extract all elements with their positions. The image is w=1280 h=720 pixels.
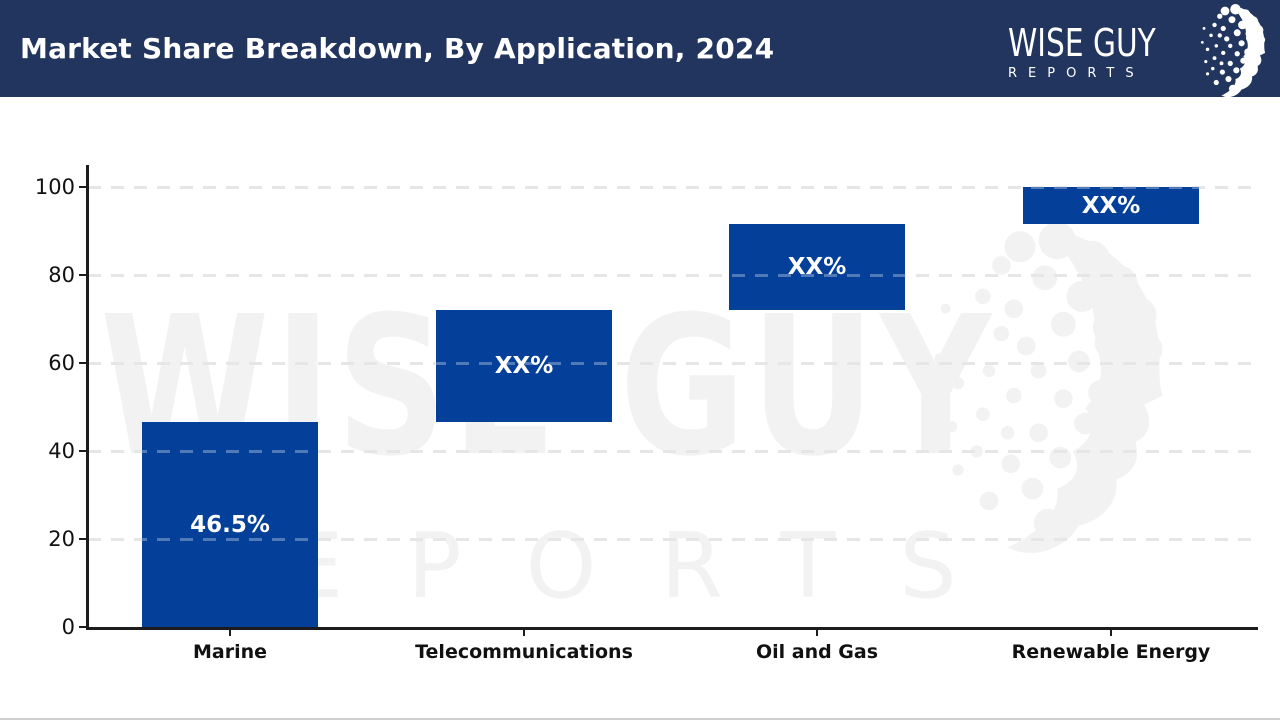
header: Market Share Breakdown, By Application, … [0,0,1280,100]
logo-subtitle: REPORTS [1008,65,1145,81]
bar-marine: 46.5% [142,422,318,627]
y-tick-mark [79,274,88,276]
y-tick-mark [79,186,88,188]
wise-guy-head-icon [1200,4,1266,98]
x-axis-line [86,627,1258,630]
x-tick-mark [816,629,818,636]
bar-telecommunications: XX% [436,310,612,423]
bar-oil-and-gas: XX% [729,224,905,311]
gridline-60 [88,362,1258,365]
x-tick-mark [1110,629,1112,636]
y-tick-mark [79,626,88,628]
chart-area: WISE GUY REPORTS 46.5% XX% XX% XX% 0 20 40 60 8… [0,97,1280,718]
x-tick-label-renewable-energy: Renewable Energy [1011,641,1211,663]
y-tick-label: 100 [34,175,75,199]
gridline-80 [88,274,1258,277]
y-tick-mark [79,450,88,452]
y-tick-label: 0 [61,615,75,639]
y-tick-mark [79,538,88,540]
x-tick-mark [229,629,231,636]
bar-value-label: 46.5% [190,511,270,538]
gridline-100 [88,186,1258,189]
y-tick-label: 60 [48,351,75,375]
gridline-20 [88,538,1258,541]
page-title: Market Share Breakdown, By Application, … [20,32,775,65]
gridline-40 [88,450,1258,453]
x-tick-mark [523,629,525,636]
x-tick-label-oil-and-gas: Oil and Gas [755,641,879,663]
gridline-20 [88,538,1258,541]
x-tick-label-telecommunications: Telecommunications [415,641,633,663]
gridline-40 [88,450,1258,453]
gridline-80 [88,274,1258,277]
y-tick-label: 20 [48,527,75,551]
x-tick-label-marine: Marine [192,641,268,663]
y-axis-line [86,165,89,630]
y-tick-label: 80 [48,263,75,287]
logo-wordmark: WISE GUY [1008,21,1156,66]
logo-text: WISE GUY REPORTS [1008,21,1180,81]
wise-guy-logo: WISE GUY REPORTS [1008,4,1270,100]
bar-value-label: XX% [787,254,847,281]
bar-value-label: XX% [1081,192,1141,219]
y-tick-label: 40 [48,439,75,463]
bar-renewable-energy: XX% [1023,187,1199,225]
bar-value-label: XX% [494,353,554,380]
gridline-100 [88,186,1258,189]
y-tick-mark [79,362,88,364]
gridline-60 [88,362,1258,365]
